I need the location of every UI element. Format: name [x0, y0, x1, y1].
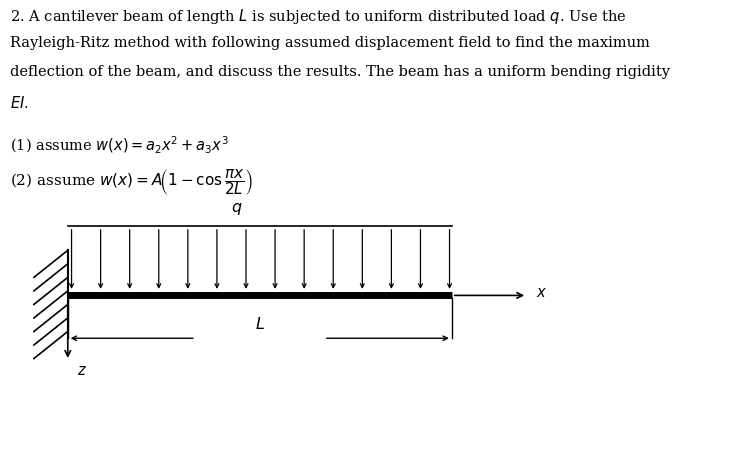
Text: deflection of the beam, and discuss the results. The beam has a uniform bending : deflection of the beam, and discuss the …	[10, 65, 669, 79]
Text: $L$: $L$	[255, 316, 265, 333]
Text: (2) assume $w(x) = A\!\left(1-\cos\dfrac{\pi x}{2L}\right)$: (2) assume $w(x) = A\!\left(1-\cos\dfrac…	[10, 167, 252, 197]
Text: Rayleigh-Ritz method with following assumed displacement field to find the maxim: Rayleigh-Ritz method with following assu…	[10, 36, 650, 50]
Text: (1) assume $w(x) = a_2 x^2 + a_3 x^3$: (1) assume $w(x) = a_2 x^2 + a_3 x^3$	[10, 135, 229, 156]
Text: $x$: $x$	[536, 286, 547, 300]
Text: $EI$.: $EI$.	[10, 95, 29, 110]
Text: $z$: $z$	[77, 364, 87, 378]
Text: $q$: $q$	[231, 200, 243, 217]
Text: 2. A cantilever beam of length $L$ is subjected to uniform distributed load $q$.: 2. A cantilever beam of length $L$ is su…	[10, 7, 626, 26]
